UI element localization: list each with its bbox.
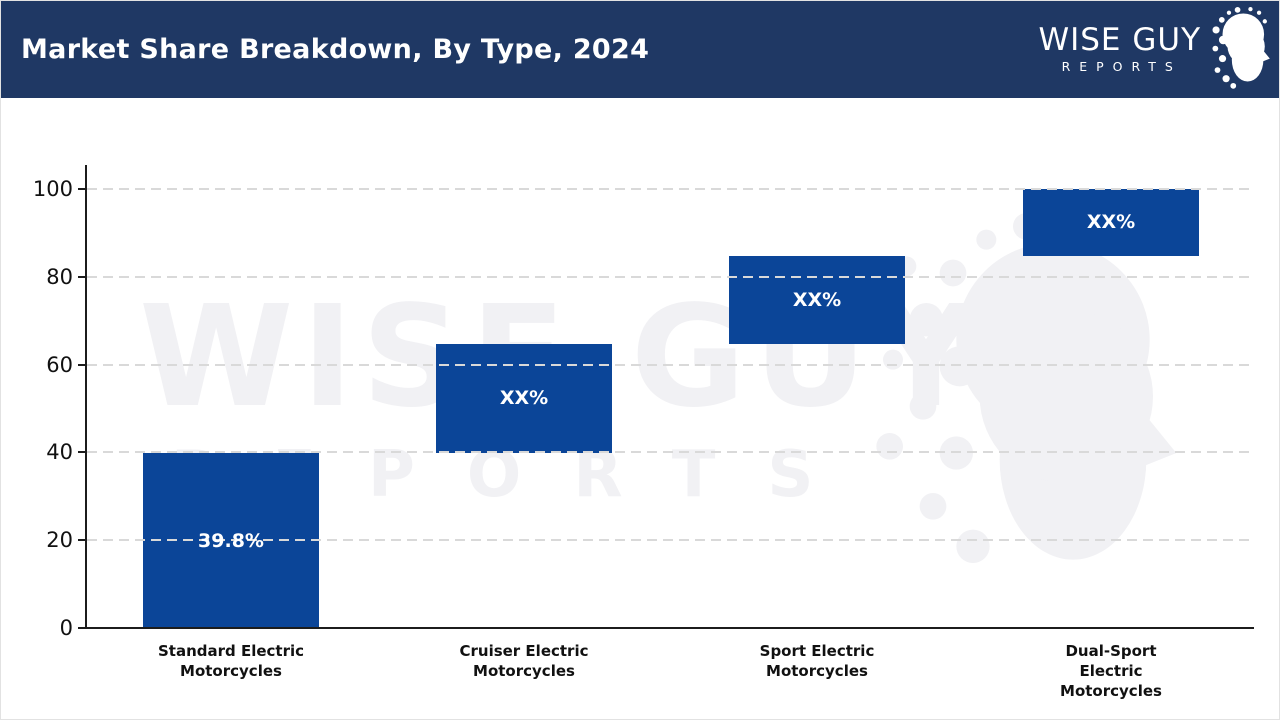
bar-value-label: XX%: [792, 288, 842, 311]
y-tick-label: 80: [46, 264, 73, 289]
bar-value-label: XX%: [1086, 211, 1136, 234]
x-category-label: Sport Electric Motorcycles: [759, 642, 875, 680]
logo-wordmark-line2: REPORTS: [1061, 59, 1182, 74]
y-tick-mark: [78, 627, 85, 629]
x-category-label: Cruiser Electric Motorcycles: [459, 642, 589, 680]
bar-value-label: 39.8%: [198, 529, 264, 552]
logo-wordmark: WISE GUY REPORTS: [1038, 22, 1201, 75]
logo-head-icon: [1212, 6, 1270, 89]
y-tick-label: 100: [32, 177, 73, 201]
gridline: [87, 275, 1254, 278]
wiseguy-logo: WISE GUY REPORTS: [1038, 6, 1275, 93]
y-tick-label: 40: [46, 440, 73, 465]
x-category-label: Standard Electric Motorcycles: [157, 642, 305, 680]
bar-segment: [729, 255, 905, 344]
watermark-head-icon: [876, 213, 1177, 563]
y-tick-mark: [78, 188, 85, 190]
bar-value-label: XX%: [499, 387, 549, 410]
y-tick-mark: [78, 363, 85, 366]
y-tick-mark: [78, 539, 85, 542]
gridline: [87, 539, 1254, 542]
gridline: [87, 451, 1254, 454]
x-axis-line: [85, 627, 1254, 629]
y-tick-label: 60: [46, 352, 73, 377]
header: Market Share Breakdown, By Type, 2024 WI…: [1, 1, 1279, 98]
x-category-label: Dual-Sport Electric Motorcycles: [1060, 642, 1162, 700]
logo-wordmark-line1: WISE GUY: [1038, 22, 1201, 58]
y-tick-mark: [78, 275, 85, 278]
y-tick-label: 20: [46, 528, 73, 553]
chart-title: Market Share Breakdown, By Type, 2024: [21, 34, 650, 65]
bar-segment: [1023, 189, 1199, 256]
gridline: [87, 363, 1254, 366]
gridline: [87, 188, 1254, 190]
y-axis-line: [85, 165, 87, 629]
y-tick-mark: [78, 451, 85, 454]
bar-segment: [436, 343, 612, 454]
y-tick-label: 0: [59, 616, 73, 640]
